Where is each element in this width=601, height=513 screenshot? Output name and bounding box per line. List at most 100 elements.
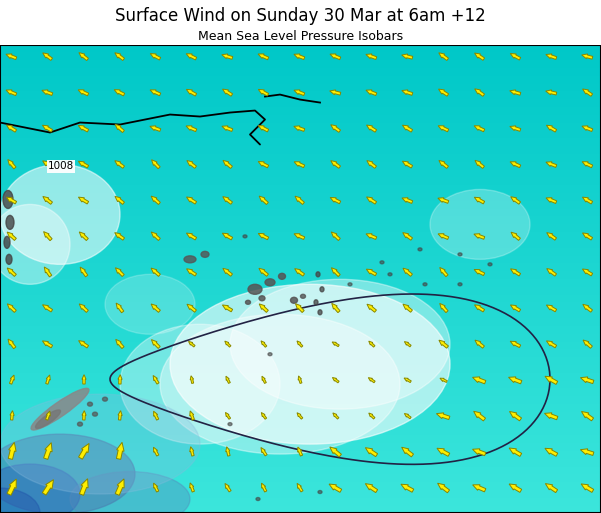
- Ellipse shape: [201, 251, 209, 258]
- FancyArrow shape: [367, 269, 377, 276]
- Ellipse shape: [184, 256, 196, 263]
- FancyArrow shape: [546, 305, 557, 312]
- FancyArrow shape: [333, 413, 339, 419]
- FancyArrow shape: [261, 447, 267, 456]
- FancyArrow shape: [153, 447, 159, 456]
- FancyArrow shape: [582, 197, 593, 204]
- FancyArrow shape: [401, 447, 413, 457]
- FancyArrow shape: [472, 377, 486, 384]
- FancyArrow shape: [366, 54, 377, 60]
- FancyArrow shape: [511, 196, 520, 204]
- FancyArrow shape: [582, 162, 593, 168]
- FancyArrow shape: [115, 479, 124, 496]
- FancyArrow shape: [547, 268, 557, 276]
- FancyArrow shape: [582, 269, 593, 276]
- FancyArrow shape: [114, 90, 125, 96]
- FancyArrow shape: [261, 483, 267, 492]
- FancyArrow shape: [79, 53, 88, 61]
- FancyArrow shape: [6, 54, 17, 60]
- FancyArrow shape: [258, 162, 269, 168]
- FancyArrow shape: [546, 162, 557, 167]
- FancyArrow shape: [150, 53, 160, 60]
- Ellipse shape: [290, 298, 297, 303]
- FancyArrow shape: [225, 341, 231, 347]
- FancyArrow shape: [401, 54, 413, 59]
- FancyArrow shape: [261, 412, 267, 419]
- FancyArrow shape: [475, 89, 484, 96]
- Ellipse shape: [0, 165, 120, 264]
- FancyArrow shape: [258, 126, 269, 132]
- Ellipse shape: [3, 190, 13, 208]
- FancyArrow shape: [225, 483, 231, 492]
- FancyArrow shape: [330, 90, 341, 95]
- FancyArrow shape: [7, 197, 17, 204]
- FancyArrow shape: [581, 377, 594, 384]
- FancyArrow shape: [187, 161, 197, 168]
- Ellipse shape: [0, 488, 40, 513]
- FancyArrow shape: [222, 54, 233, 60]
- FancyArrow shape: [8, 160, 16, 169]
- FancyArrow shape: [510, 126, 521, 131]
- FancyArrow shape: [225, 412, 231, 419]
- FancyArrow shape: [367, 161, 376, 168]
- FancyArrow shape: [582, 89, 593, 96]
- FancyArrow shape: [509, 484, 522, 492]
- FancyArrow shape: [294, 54, 305, 60]
- Ellipse shape: [228, 423, 232, 426]
- FancyArrow shape: [474, 269, 485, 275]
- Ellipse shape: [268, 353, 272, 356]
- FancyArrow shape: [151, 160, 160, 169]
- FancyArrow shape: [78, 161, 89, 168]
- FancyArrow shape: [475, 53, 484, 61]
- Ellipse shape: [320, 287, 324, 292]
- FancyArrow shape: [440, 303, 448, 312]
- FancyArrow shape: [10, 375, 14, 384]
- FancyArrow shape: [186, 197, 197, 204]
- FancyArrow shape: [10, 411, 14, 420]
- FancyArrow shape: [510, 53, 520, 60]
- FancyArrow shape: [330, 198, 341, 204]
- FancyArrow shape: [222, 305, 233, 312]
- FancyArrow shape: [258, 233, 269, 240]
- FancyArrow shape: [475, 161, 484, 168]
- FancyArrow shape: [42, 90, 53, 95]
- FancyArrow shape: [259, 196, 268, 205]
- FancyArrow shape: [439, 340, 448, 348]
- FancyArrow shape: [472, 449, 486, 456]
- FancyArrow shape: [369, 413, 375, 419]
- FancyArrow shape: [223, 268, 233, 276]
- FancyArrow shape: [223, 196, 233, 204]
- FancyArrow shape: [330, 447, 341, 457]
- FancyArrow shape: [582, 411, 594, 421]
- FancyArrow shape: [186, 54, 197, 60]
- Ellipse shape: [314, 300, 318, 305]
- FancyArrow shape: [151, 340, 160, 348]
- FancyArrow shape: [79, 341, 88, 348]
- FancyArrow shape: [8, 442, 16, 460]
- FancyArrow shape: [369, 341, 375, 347]
- FancyArrow shape: [186, 269, 197, 276]
- FancyArrow shape: [154, 483, 159, 492]
- Ellipse shape: [0, 204, 70, 284]
- FancyArrow shape: [437, 448, 450, 456]
- FancyArrow shape: [545, 484, 558, 492]
- FancyArrow shape: [8, 339, 16, 349]
- FancyArrow shape: [367, 197, 377, 204]
- Ellipse shape: [316, 272, 320, 277]
- FancyArrow shape: [367, 125, 377, 132]
- Ellipse shape: [488, 263, 492, 266]
- Ellipse shape: [4, 236, 10, 248]
- FancyArrow shape: [42, 480, 53, 495]
- FancyArrow shape: [79, 479, 88, 496]
- FancyArrow shape: [190, 376, 194, 383]
- FancyArrow shape: [294, 126, 305, 131]
- FancyArrow shape: [7, 268, 16, 277]
- FancyArrow shape: [226, 447, 230, 456]
- FancyArrow shape: [115, 53, 124, 61]
- FancyArrow shape: [509, 448, 522, 457]
- FancyArrow shape: [403, 304, 412, 312]
- Ellipse shape: [318, 490, 322, 494]
- FancyArrow shape: [79, 232, 88, 241]
- Ellipse shape: [0, 464, 80, 513]
- FancyArrow shape: [439, 161, 448, 168]
